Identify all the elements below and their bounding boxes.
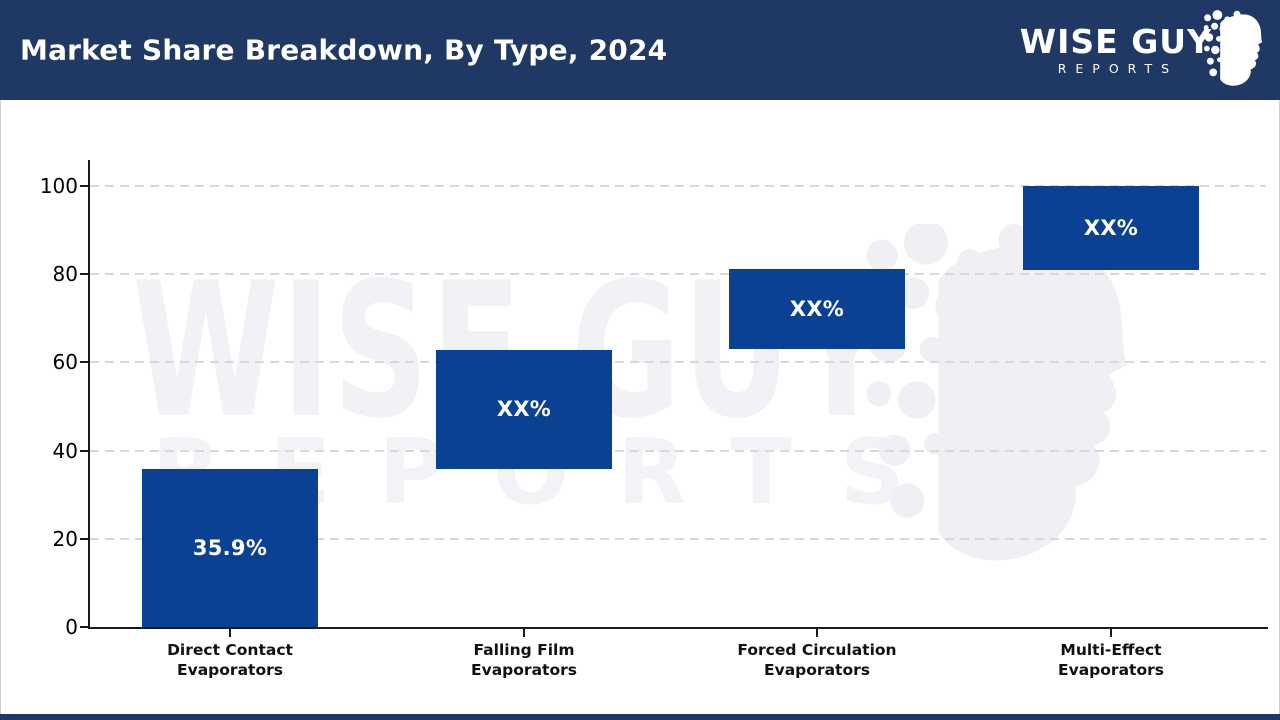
x-tick-mark (1110, 629, 1112, 637)
category-label: Direct Contact Evaporators (167, 641, 293, 679)
page-title: Market Share Breakdown, By Type, 2024 (20, 33, 668, 67)
gridline (90, 361, 1266, 364)
category-label: Forced Circulation Evaporators (737, 641, 897, 679)
logo-tagline: REPORTS (1057, 60, 1179, 76)
x-tick-mark (229, 629, 231, 637)
y-tick-mark (80, 537, 88, 540)
x-tick-mark (523, 629, 525, 637)
y-tick-mark (80, 185, 88, 187)
logo-text: WISE GUY REPORTS (1020, 25, 1212, 76)
footer-strip (0, 714, 1280, 720)
y-tick-mark (80, 273, 88, 276)
gridline (90, 273, 1266, 276)
y-tick-label: 40 (52, 438, 78, 463)
bar-value-label: 35.9% (192, 535, 268, 560)
logo-name: WISE GUY (1019, 21, 1212, 61)
y-tick-label: 0 (65, 615, 78, 639)
x-axis-line (88, 627, 1268, 629)
y-tick-label: 80 (52, 262, 78, 287)
bar-value-label: XX% (1083, 215, 1139, 240)
header-bar: Market Share Breakdown, By Type, 2024 WI… (0, 0, 1280, 100)
gridline (90, 185, 1266, 187)
bar-value-label: XX% (789, 297, 845, 322)
logo-head-icon (1203, 10, 1263, 86)
y-tick-label: 100 (39, 174, 78, 198)
category-label: Multi-Effect Evaporators (1058, 641, 1164, 679)
y-tick-label: 60 (52, 350, 78, 375)
y-tick-mark (80, 361, 88, 364)
y-tick-mark (80, 626, 88, 628)
wiseguy-logo: WISE GUY REPORTS (1004, 6, 1272, 94)
bar-direct-contact: 35.9% (142, 468, 318, 627)
category-label: Falling Film Evaporators (471, 641, 577, 679)
bar-value-label: XX% (496, 397, 552, 422)
y-tick-label: 20 (52, 526, 78, 551)
gridline (90, 537, 1266, 540)
bar-forced-circulation: XX% (729, 268, 905, 350)
y-tick-mark (80, 449, 88, 452)
gridline (90, 449, 1266, 452)
x-tick-mark (816, 629, 818, 637)
bar-falling-film: XX% (436, 350, 612, 469)
bar-multi-effect: XX% (1023, 186, 1199, 270)
y-axis-line (88, 160, 90, 629)
